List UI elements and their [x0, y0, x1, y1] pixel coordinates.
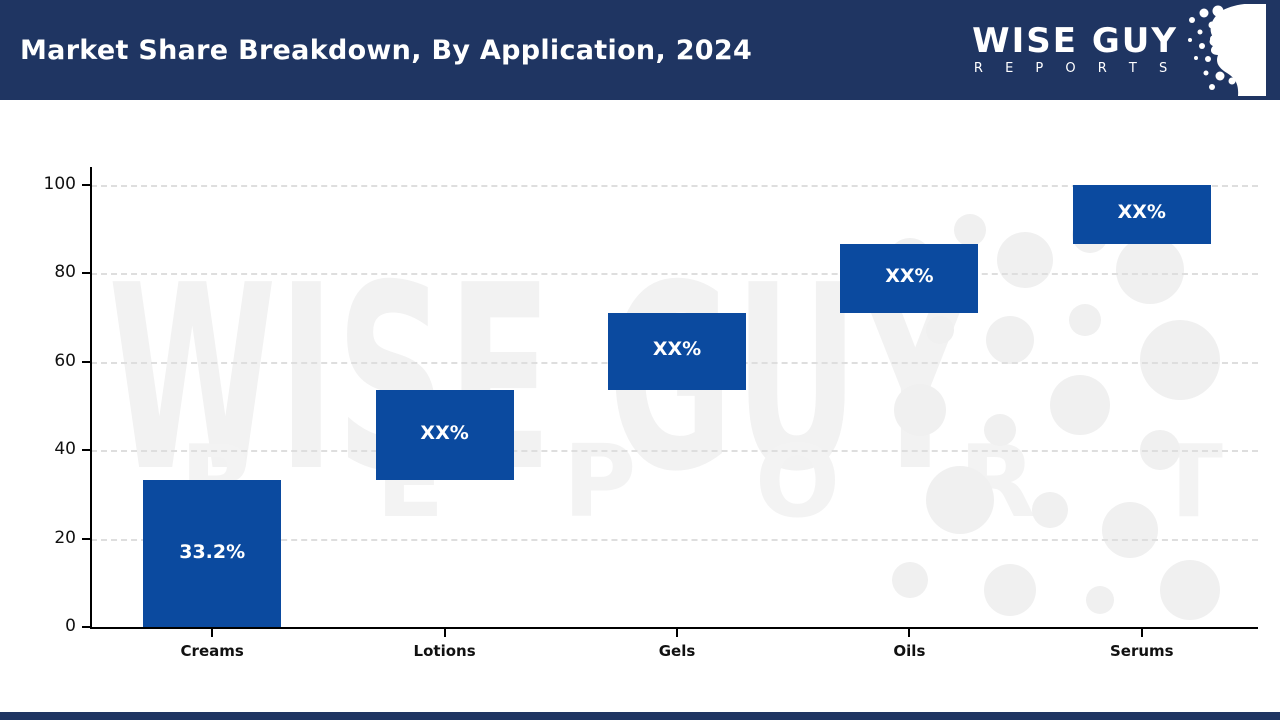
y-tick-100 — [82, 184, 90, 186]
y-tick-40 — [82, 449, 90, 452]
x-axis-line — [90, 627, 1258, 629]
bar-oils — [840, 243, 979, 313]
y-tick-0 — [82, 626, 90, 628]
watermark-reports: R E P O R T S — [180, 423, 1280, 540]
gridline-20 — [91, 538, 1258, 541]
logo-text: WISE GUY R E P O R T S — [972, 23, 1178, 77]
x-tick-serums — [1140, 629, 1143, 637]
x-tick-oils — [908, 629, 911, 637]
y-tick-label-60: 60 — [54, 350, 76, 371]
y-tick-label-20: 20 — [54, 527, 76, 548]
x-tick-label-oils: Oils — [893, 642, 926, 660]
gridline-40 — [91, 450, 1258, 453]
bar-lotions — [375, 390, 514, 481]
page-title: Market Share Breakdown, By Application, … — [20, 34, 753, 66]
y-tick-label-40: 40 — [54, 439, 76, 460]
logo-wordmark: WISE GUY — [972, 21, 1178, 61]
gridline-100 — [91, 185, 1258, 187]
y-tick-20 — [82, 537, 90, 540]
x-tick-gels — [676, 629, 678, 637]
gridline-80 — [91, 273, 1258, 276]
y-tick-60 — [82, 360, 90, 363]
bar-gels — [608, 312, 746, 391]
y-tick-label-100: 100 — [43, 174, 76, 194]
wise-guy-reports-logo: WISE GUY R E P O R T S — [972, 4, 1280, 96]
bar-value-label-gels: XX% — [652, 338, 702, 361]
y-tick-label-80: 80 — [54, 262, 76, 283]
x-tick-creams — [211, 629, 214, 637]
y-axis-line — [90, 167, 92, 629]
footer-accent-bar — [0, 712, 1280, 720]
bar-creams — [143, 480, 282, 627]
y-tick-80 — [82, 272, 90, 275]
bar-value-label-serums: XX% — [1117, 201, 1166, 224]
x-tick-lotions — [443, 629, 446, 637]
watermark-wordmark: WISE GUY — [108, 231, 972, 528]
header-bar: Market Share Breakdown, By Application, … — [0, 0, 1280, 100]
chart-plot-area: 0 20 40 60 80 100 33.2% Creams XX% Lotions XX% Gels… — [0, 100, 1280, 712]
logo-head-icon — [1188, 4, 1266, 96]
y-tick-label-0: 0 — [65, 616, 76, 636]
logo-subtitle: R E P O R T S — [973, 61, 1177, 76]
bar-serums — [1072, 185, 1211, 244]
bar-value-label-oils: XX% — [885, 265, 934, 288]
bar-value-label-creams: 33.2% — [179, 540, 246, 563]
x-tick-label-lotions: Lotions — [413, 642, 476, 660]
bar-value-label-lotions: XX% — [420, 422, 469, 445]
x-tick-label-creams: Creams — [180, 642, 244, 660]
x-tick-label-gels: Gels — [658, 642, 696, 660]
x-tick-label-serums: Serums — [1109, 642, 1174, 660]
